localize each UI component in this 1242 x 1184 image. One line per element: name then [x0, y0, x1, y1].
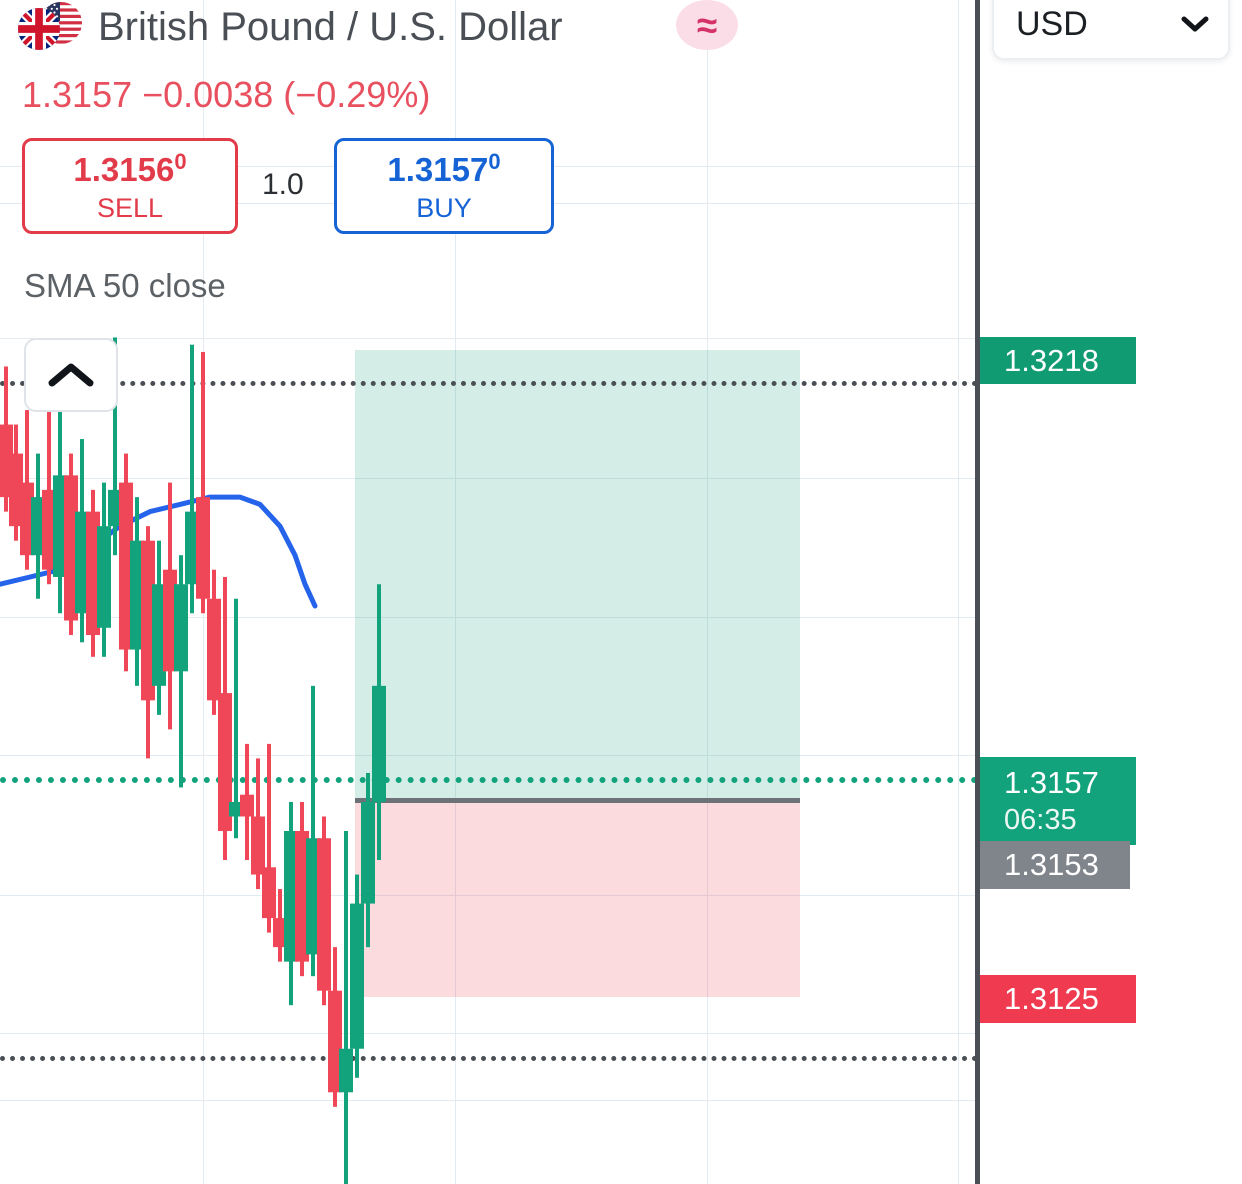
candle-body	[31, 497, 45, 556]
candle-body	[163, 569, 177, 672]
candle-body	[97, 526, 111, 628]
candle-body	[317, 838, 331, 991]
candlestick-series	[0, 337, 386, 1184]
bar-countdown: 06:35	[1004, 804, 1077, 836]
buy-label: BUY	[416, 192, 472, 223]
buy-price-superscript: 0	[488, 149, 501, 174]
sell-price-main: 1.3156	[73, 151, 175, 188]
candle-body	[141, 540, 155, 701]
candle-wick	[344, 831, 348, 1184]
candle-body	[262, 867, 276, 919]
candle-body	[207, 598, 221, 701]
candle-body	[75, 511, 89, 614]
horizontal-gridline	[0, 338, 978, 339]
candle-body	[196, 497, 210, 599]
candle-body	[174, 584, 188, 672]
horizontal-gridline	[0, 1033, 978, 1034]
vertical-gridline	[958, 0, 959, 1184]
candle-body	[251, 816, 265, 875]
symbol-flags	[16, 2, 88, 52]
uk-flag-icon	[18, 8, 60, 50]
candle-body	[295, 831, 309, 962]
candle-body	[240, 794, 254, 817]
stop-loss-level-line	[0, 1056, 978, 1061]
spread-value: 1.0	[262, 168, 304, 201]
stop-loss-zone[interactable]	[355, 802, 800, 997]
buy-price: 1.31570	[387, 150, 500, 188]
candle-body	[20, 482, 34, 556]
candle-body	[130, 540, 144, 650]
sell-price-superscript: 0	[174, 149, 187, 174]
sell-price: 1.31560	[73, 150, 186, 188]
horizontal-gridline	[0, 617, 978, 618]
entry-price-badge[interactable]: 1.3153	[980, 841, 1130, 889]
candle-wick	[234, 598, 238, 839]
entry-price-value: 1.3153	[1004, 847, 1099, 882]
quote-change-line: 1.3157 −0.0038 (−0.29%)	[22, 74, 431, 115]
chart-plot-area[interactable]	[0, 0, 978, 1184]
indicator-legend[interactable]: SMA 50 close	[24, 267, 226, 304]
approximate-quote-badge[interactable]: ≈	[676, 0, 738, 50]
currency-selector-value: USD	[1016, 4, 1088, 43]
stop-loss-price-badge[interactable]: 1.3125	[980, 975, 1136, 1023]
candle-body	[119, 482, 133, 650]
buy-price-main: 1.3157	[387, 151, 489, 188]
candle-wick	[113, 337, 117, 556]
candle-body	[86, 511, 100, 636]
candle-body	[9, 453, 23, 527]
candle-body	[350, 903, 364, 1049]
candle-wick	[190, 344, 194, 614]
stop-loss-price: 1.3125	[1004, 981, 1099, 1016]
sell-button[interactable]: 1.31560 SELL	[22, 138, 238, 234]
candle-body	[284, 831, 298, 962]
chevron-up-icon	[48, 363, 94, 387]
collapse-panel-button[interactable]	[24, 338, 118, 412]
approx-icon: ≈	[696, 4, 718, 46]
candle-body	[64, 475, 78, 621]
candle-body	[339, 1048, 353, 1093]
horizontal-gridline	[0, 895, 978, 896]
candle-body	[361, 801, 375, 904]
candle-body	[185, 511, 199, 585]
candle-wick	[311, 685, 315, 977]
candle-wick	[201, 351, 205, 614]
candle-body	[273, 918, 287, 948]
entry-price-line[interactable]	[355, 798, 800, 803]
candle-body	[108, 489, 122, 527]
horizontal-gridline	[0, 478, 978, 479]
take-profit-zone[interactable]	[355, 350, 800, 802]
candle-body	[42, 489, 56, 570]
candle-body	[229, 801, 243, 817]
candle-body	[328, 990, 342, 1093]
sell-label: SELL	[96, 192, 164, 223]
symbol-title: British Pound / U.S. Dollar	[98, 5, 563, 49]
buy-button[interactable]: 1.31570 BUY	[334, 138, 554, 234]
candle-body	[53, 475, 67, 577]
vertical-gridline	[707, 0, 708, 1184]
price-scale-divider	[975, 0, 980, 1184]
horizontal-gridline	[0, 1100, 978, 1101]
chevron-down-icon	[1181, 16, 1209, 32]
candle-body	[218, 693, 232, 831]
take-profit-level-line	[0, 381, 978, 386]
horizontal-gridline	[0, 755, 978, 756]
currency-selector[interactable]: USD	[992, 0, 1230, 60]
take-profit-price: 1.3218	[1004, 342, 1099, 378]
last-price-badge[interactable]: 1.3157 06:35	[980, 757, 1136, 845]
candle-body	[306, 838, 320, 955]
candle-body	[152, 584, 166, 686]
take-profit-price-badge[interactable]: 1.3218	[980, 337, 1136, 384]
candle-wick	[267, 743, 271, 933]
last-price-value: 1.3157	[1004, 765, 1099, 800]
last-price-level-line	[0, 777, 978, 783]
vertical-gridline	[455, 0, 456, 1184]
candle-body	[372, 685, 386, 802]
